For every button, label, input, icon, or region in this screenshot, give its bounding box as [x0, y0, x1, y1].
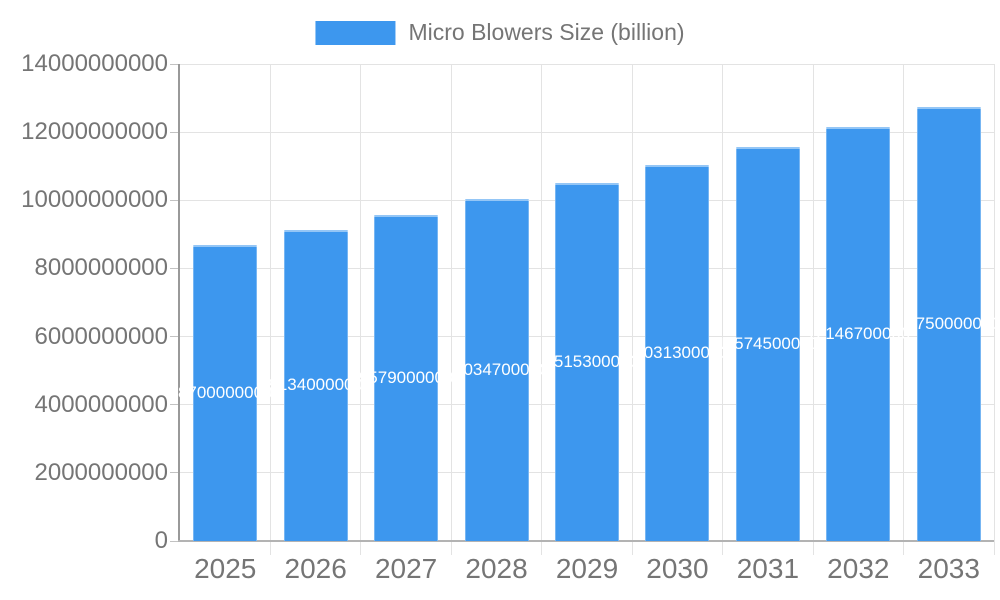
x-gridline	[450, 64, 452, 555]
y-axis-label: 12000000000	[21, 118, 168, 146]
x-axis-label: 2031	[736, 553, 800, 584]
x-axis-label: 2029	[555, 553, 619, 584]
y-axis-tick	[170, 404, 180, 406]
bar[interactable]	[464, 199, 529, 541]
bar-value-label: 8700000000	[177, 382, 273, 402]
y-axis-label: 0	[154, 527, 168, 554]
y-axis-tick	[170, 336, 180, 338]
legend-label: Micro Blowers Size (billion)	[408, 19, 685, 45]
x-gridline	[360, 64, 362, 555]
y-axis-label: 4000000000	[34, 390, 168, 418]
bar-value-label: 9134000000	[268, 375, 363, 395]
x-axis-label: 2030	[646, 553, 709, 584]
x-axis-line	[178, 540, 994, 542]
bar[interactable]	[826, 127, 891, 541]
y-axis-tick	[170, 131, 180, 133]
bar[interactable]	[645, 165, 710, 541]
y-axis-tick	[170, 267, 180, 269]
bar[interactable]	[283, 229, 348, 541]
x-gridline	[269, 64, 271, 555]
bar-value-label: 12750000000	[896, 313, 1000, 333]
x-gridline	[541, 64, 543, 555]
x-axis-label: 2025	[194, 553, 257, 584]
y-axis-tick	[170, 63, 180, 65]
x-axis-label: 2032	[827, 553, 890, 584]
bar[interactable]	[735, 146, 800, 541]
y-axis-line	[178, 64, 180, 541]
y-axis-label: 8000000000	[34, 254, 168, 282]
bar-value-label: 11574500000	[716, 333, 820, 353]
x-axis-label: 2028	[465, 553, 528, 584]
x-gridline	[903, 64, 905, 555]
bar-value-label: 12146700000	[806, 324, 911, 344]
bar-value-label: 10034700000	[444, 360, 549, 380]
x-gridline	[993, 64, 995, 555]
bar[interactable]	[916, 106, 981, 541]
y-axis-label: 6000000000	[34, 322, 168, 350]
bar[interactable]	[555, 182, 619, 541]
bar[interactable]	[374, 214, 439, 541]
x-axis-label: 2027	[374, 553, 438, 584]
bar-value-label: 11031300000	[626, 343, 729, 363]
y-axis-tick	[170, 199, 180, 201]
x-axis-label: 2026	[284, 553, 347, 584]
y-axis-tick	[170, 472, 180, 474]
y-axis-label: 10000000000	[21, 186, 168, 214]
y-axis-tick	[170, 540, 180, 542]
bar[interactable]	[193, 244, 258, 541]
y-gridline	[180, 63, 994, 65]
x-axis-label: 2033	[917, 553, 980, 584]
x-gridline	[722, 64, 724, 555]
y-axis-label: 2000000000	[34, 458, 168, 486]
y-gridline	[180, 131, 994, 133]
x-gridline	[812, 64, 814, 555]
legend: Micro Blowers Size (billion)	[315, 19, 685, 46]
legend-swatch	[315, 20, 396, 45]
y-axis-label: 14000000000	[21, 50, 168, 77]
x-gridline	[631, 64, 633, 555]
bar-value-label: 9579000000	[358, 367, 454, 387]
bar-value-label: 10515300000	[534, 351, 640, 371]
